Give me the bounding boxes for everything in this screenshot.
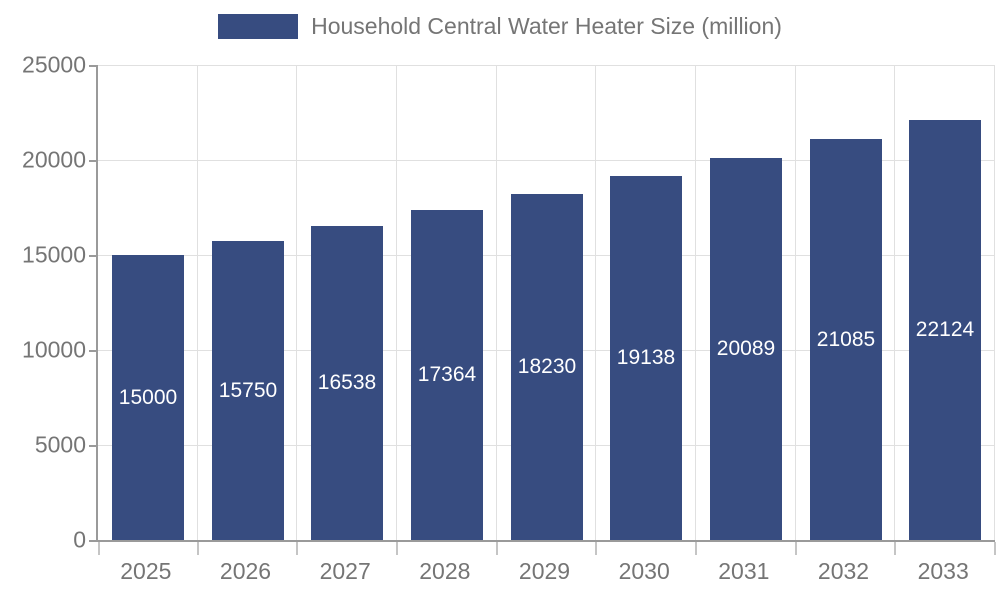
y-tick-mark (89, 255, 96, 257)
x-tick-mark (994, 542, 996, 555)
x-tick-mark (595, 542, 598, 555)
x-axis-tick-label: 2025 (120, 558, 172, 584)
gridline-horizontal (98, 160, 995, 161)
bar[interactable]: 18230 (511, 194, 583, 540)
bar[interactable]: 19138 (610, 176, 682, 540)
x-tick-mark (495, 542, 498, 555)
x-axis-tick-label: 2033 (917, 558, 969, 584)
legend-item[interactable]: Household Central Water Heater Size (mil… (0, 13, 1000, 40)
x-axis-tick-label: 2026 (219, 558, 272, 584)
x-tick-mark (695, 542, 697, 555)
x-axis-tick-label: 2029 (518, 558, 571, 584)
plot-area: 15000 15750 16538 17364 18230 19138 20089 21085… (89, 65, 996, 555)
gridline-vertical (695, 65, 696, 540)
bar-value-label: 16538 (317, 371, 377, 394)
y-tick-mark (89, 350, 96, 352)
y-axis-tick-label: 15000 (22, 241, 86, 268)
y-axis-tick-label: 25000 (22, 51, 86, 78)
x-axis-tick-label: 2032 (817, 558, 870, 584)
gridline-vertical (994, 65, 995, 540)
bar[interactable]: 20089 (710, 158, 782, 540)
bar-value-label: 19138 (616, 346, 676, 369)
bar-value-label: 15750 (218, 378, 278, 402)
x-tick-mark (296, 542, 299, 555)
bar-value-label: 22124 (915, 318, 975, 341)
bar[interactable]: 22124 (909, 120, 981, 540)
gridline-vertical (396, 65, 397, 540)
legend-swatch-icon (218, 14, 299, 39)
y-axis-tick-label: 5000 (34, 431, 86, 458)
legend-label: Household Central Water Heater Size (mil… (311, 13, 782, 39)
x-tick-mark (894, 542, 897, 555)
bar-value-label: 21085 (816, 327, 876, 351)
x-tick-mark (794, 542, 797, 555)
y-axis-tick-label: 10000 (22, 336, 86, 363)
bar-value-label: 17364 (417, 363, 477, 386)
bar-value-label: 15000 (118, 385, 178, 409)
bar-value-label: 20089 (716, 337, 776, 360)
x-tick-mark (196, 542, 199, 555)
gridline-horizontal (98, 65, 995, 66)
gridline-vertical (595, 65, 597, 540)
bar[interactable]: 21085 (810, 139, 882, 540)
x-axis-tick-label: 2027 (319, 558, 371, 584)
gridline-vertical (196, 65, 198, 540)
gridline-vertical (794, 65, 796, 540)
x-axis-tick-label: 2028 (419, 558, 471, 584)
x-tick-mark (98, 542, 100, 555)
y-axis-tick-label: 20000 (22, 146, 86, 173)
bar[interactable]: 15000 (112, 255, 184, 540)
gridline-vertical (495, 65, 497, 540)
bar[interactable]: 17364 (411, 210, 483, 540)
y-tick-mark (89, 540, 96, 542)
y-tick-mark (89, 65, 96, 67)
bar[interactable]: 16538 (311, 226, 383, 540)
gridline-vertical (894, 65, 896, 540)
x-tick-mark (396, 542, 398, 555)
y-tick-mark (89, 160, 96, 162)
x-axis-tick-label: 2031 (718, 558, 770, 584)
y-tick-mark (89, 445, 96, 447)
bar[interactable]: 15750 (212, 241, 284, 540)
y-axis-tick-label: 0 (73, 526, 86, 553)
bar-value-label: 18230 (517, 355, 577, 378)
gridline-vertical (296, 65, 298, 540)
x-axis-tick-label: 2030 (618, 558, 670, 584)
